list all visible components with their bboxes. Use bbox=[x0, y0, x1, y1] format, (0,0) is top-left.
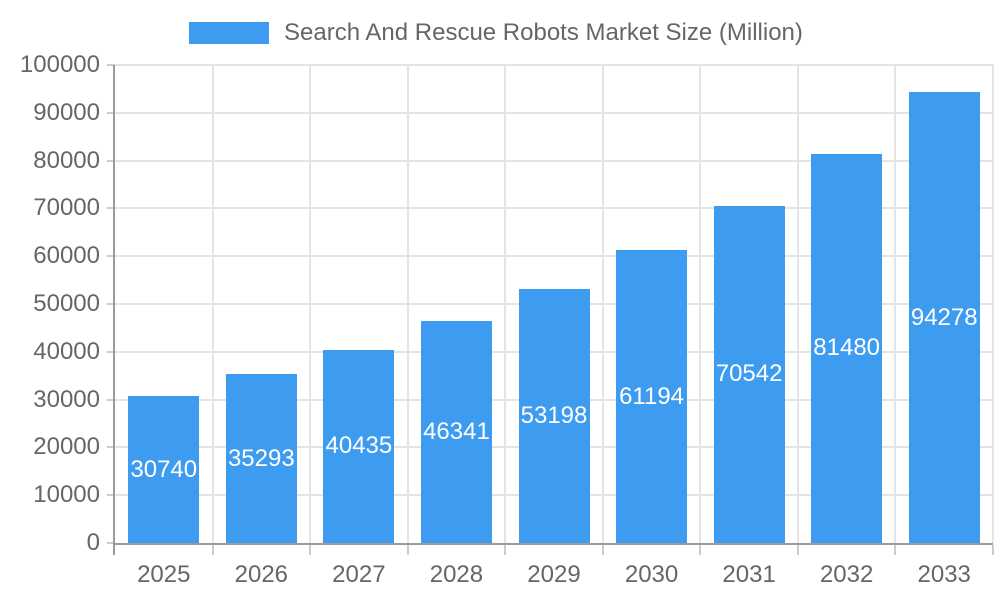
bar-value-label: 30740 bbox=[130, 455, 198, 483]
x-gridline bbox=[601, 65, 604, 543]
x-axis-tick bbox=[406, 545, 409, 555]
y-axis-tick bbox=[107, 542, 115, 544]
x-axis-label: 2032 bbox=[819, 561, 874, 588]
bar-2026 bbox=[225, 374, 297, 543]
y-axis-label: 20000 bbox=[33, 433, 100, 461]
y-axis-tick bbox=[107, 398, 115, 401]
y-gridline bbox=[115, 255, 993, 258]
y-axis-label: 10000 bbox=[33, 481, 100, 509]
bar-2029 bbox=[518, 288, 590, 543]
bar-2033 bbox=[908, 92, 980, 543]
y-gridline bbox=[115, 64, 993, 66]
x-axis-tick bbox=[992, 545, 994, 555]
y-gridline bbox=[115, 111, 993, 114]
x-axis-label: 2026 bbox=[234, 561, 289, 588]
x-axis-label: 2029 bbox=[527, 561, 581, 588]
x-axis-label: 2033 bbox=[917, 561, 971, 588]
x-axis-tick bbox=[601, 545, 604, 555]
x-gridline bbox=[504, 65, 507, 543]
bar-2027 bbox=[323, 349, 395, 543]
bar-2032 bbox=[811, 153, 883, 543]
y-axis-label: 60000 bbox=[33, 242, 100, 270]
x-gridline bbox=[796, 65, 799, 543]
y-axis-label: 40000 bbox=[33, 337, 100, 365]
x-gridline bbox=[699, 65, 702, 543]
x-axis-label: 2025 bbox=[137, 561, 191, 588]
y-axis-tick bbox=[107, 494, 115, 497]
y-axis-label: 90000 bbox=[33, 98, 100, 126]
y-axis-tick bbox=[107, 64, 115, 66]
y-axis-label: 80000 bbox=[33, 146, 100, 174]
y-axis-tick bbox=[107, 255, 115, 258]
x-axis-tick bbox=[211, 545, 214, 555]
x-gridline bbox=[406, 65, 409, 543]
bar-value-label: 94278 bbox=[910, 303, 978, 331]
x-axis-tick bbox=[894, 545, 897, 555]
y-axis-line bbox=[113, 65, 115, 555]
bar-2028 bbox=[420, 321, 492, 543]
bar-2031 bbox=[713, 205, 785, 543]
x-axis-label: 2031 bbox=[722, 561, 776, 588]
y-axis-tick bbox=[107, 350, 115, 353]
bar-value-label: 61194 bbox=[619, 382, 685, 410]
x-gridline bbox=[992, 65, 994, 543]
x-axis-line bbox=[115, 543, 993, 545]
y-axis-label: 100000 bbox=[19, 51, 100, 78]
bar-value-label: 81480 bbox=[813, 334, 881, 362]
bar-value-label: 35293 bbox=[227, 444, 295, 472]
x-gridline bbox=[309, 65, 312, 543]
x-axis-label: 2030 bbox=[624, 561, 679, 588]
y-axis-tick bbox=[107, 207, 115, 210]
y-axis-label: 50000 bbox=[33, 290, 100, 317]
bar-value-label: 70542 bbox=[715, 360, 783, 388]
y-axis-label: 0 bbox=[86, 529, 100, 556]
y-axis-tick bbox=[107, 303, 115, 305]
y-axis-tick bbox=[107, 446, 115, 449]
y-axis-label: 30000 bbox=[33, 385, 100, 413]
bar-2030 bbox=[616, 250, 688, 543]
y-axis-tick bbox=[107, 111, 115, 114]
bar-value-label: 40435 bbox=[325, 432, 393, 460]
x-axis-label: 2027 bbox=[332, 561, 386, 588]
bar-2025 bbox=[128, 396, 200, 543]
x-gridline bbox=[211, 65, 214, 543]
x-axis-tick bbox=[796, 545, 799, 555]
y-axis-label: 70000 bbox=[33, 194, 100, 222]
legend-label: Search And Rescue Robots Market Size (Mi… bbox=[284, 19, 803, 46]
bar-value-label: 53198 bbox=[520, 401, 588, 429]
y-gridline bbox=[115, 159, 993, 162]
bar-value-label: 46341 bbox=[423, 418, 490, 446]
x-axis-tick bbox=[504, 545, 507, 555]
x-axis-tick bbox=[699, 545, 702, 555]
x-axis-tick bbox=[309, 545, 312, 555]
y-gridline bbox=[115, 207, 993, 210]
y-axis-tick bbox=[107, 159, 115, 162]
x-gridline bbox=[894, 65, 897, 543]
x-axis-label: 2028 bbox=[429, 561, 484, 588]
legend[interactable]: Search And Rescue Robots Market Size (Mi… bbox=[189, 19, 803, 47]
legend-swatch-icon bbox=[189, 22, 269, 44]
